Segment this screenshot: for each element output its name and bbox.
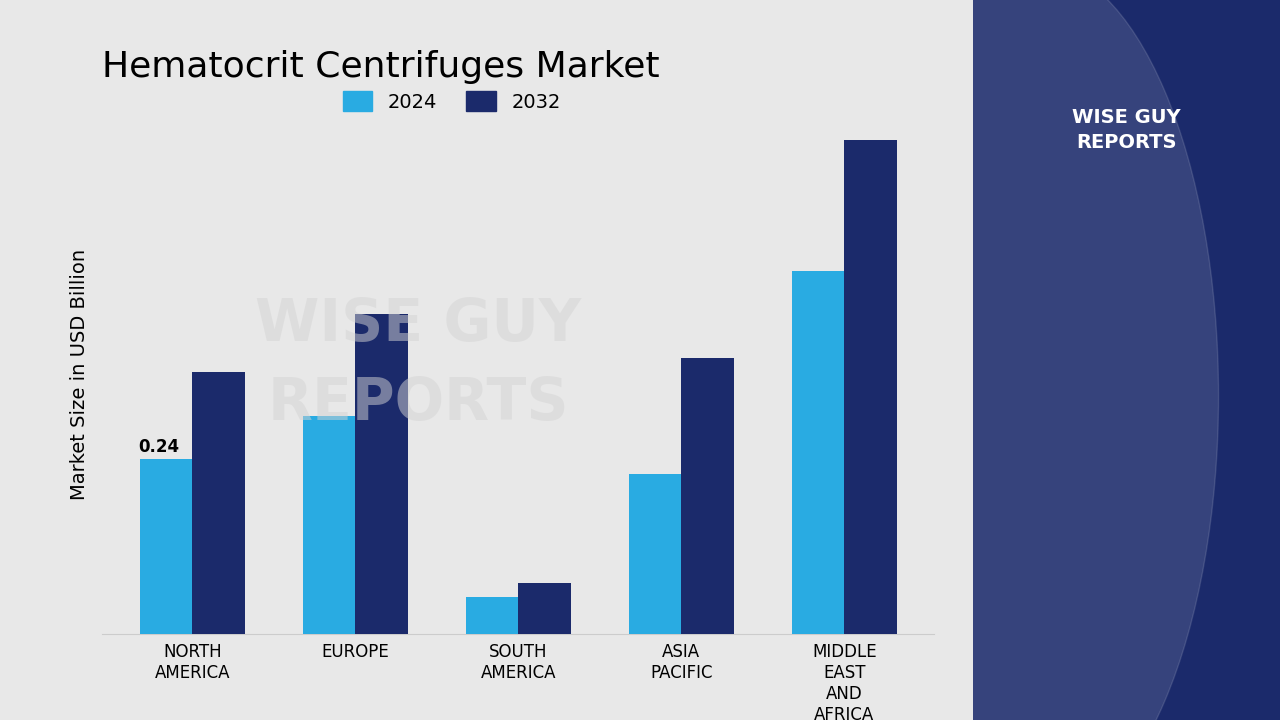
- Y-axis label: Market Size in USD Billion: Market Size in USD Billion: [69, 249, 88, 500]
- Circle shape: [850, 0, 1219, 720]
- Text: 0.24: 0.24: [138, 438, 179, 456]
- Bar: [466, 598, 518, 634]
- Bar: [630, 474, 681, 634]
- Bar: [681, 358, 733, 634]
- Bar: [303, 415, 356, 634]
- Text: WISE GUY
REPORTS: WISE GUY REPORTS: [256, 296, 581, 432]
- Bar: [192, 372, 244, 634]
- Text: Hematocrit Centrifuges Market: Hematocrit Centrifuges Market: [102, 50, 660, 84]
- Bar: [792, 271, 845, 634]
- Text: WISE GUY
REPORTS: WISE GUY REPORTS: [1073, 107, 1180, 152]
- Bar: [356, 314, 407, 634]
- Bar: [845, 140, 896, 634]
- Bar: [141, 459, 192, 634]
- Bar: [518, 582, 571, 634]
- Legend: 2024, 2032: 2024, 2032: [335, 84, 568, 120]
